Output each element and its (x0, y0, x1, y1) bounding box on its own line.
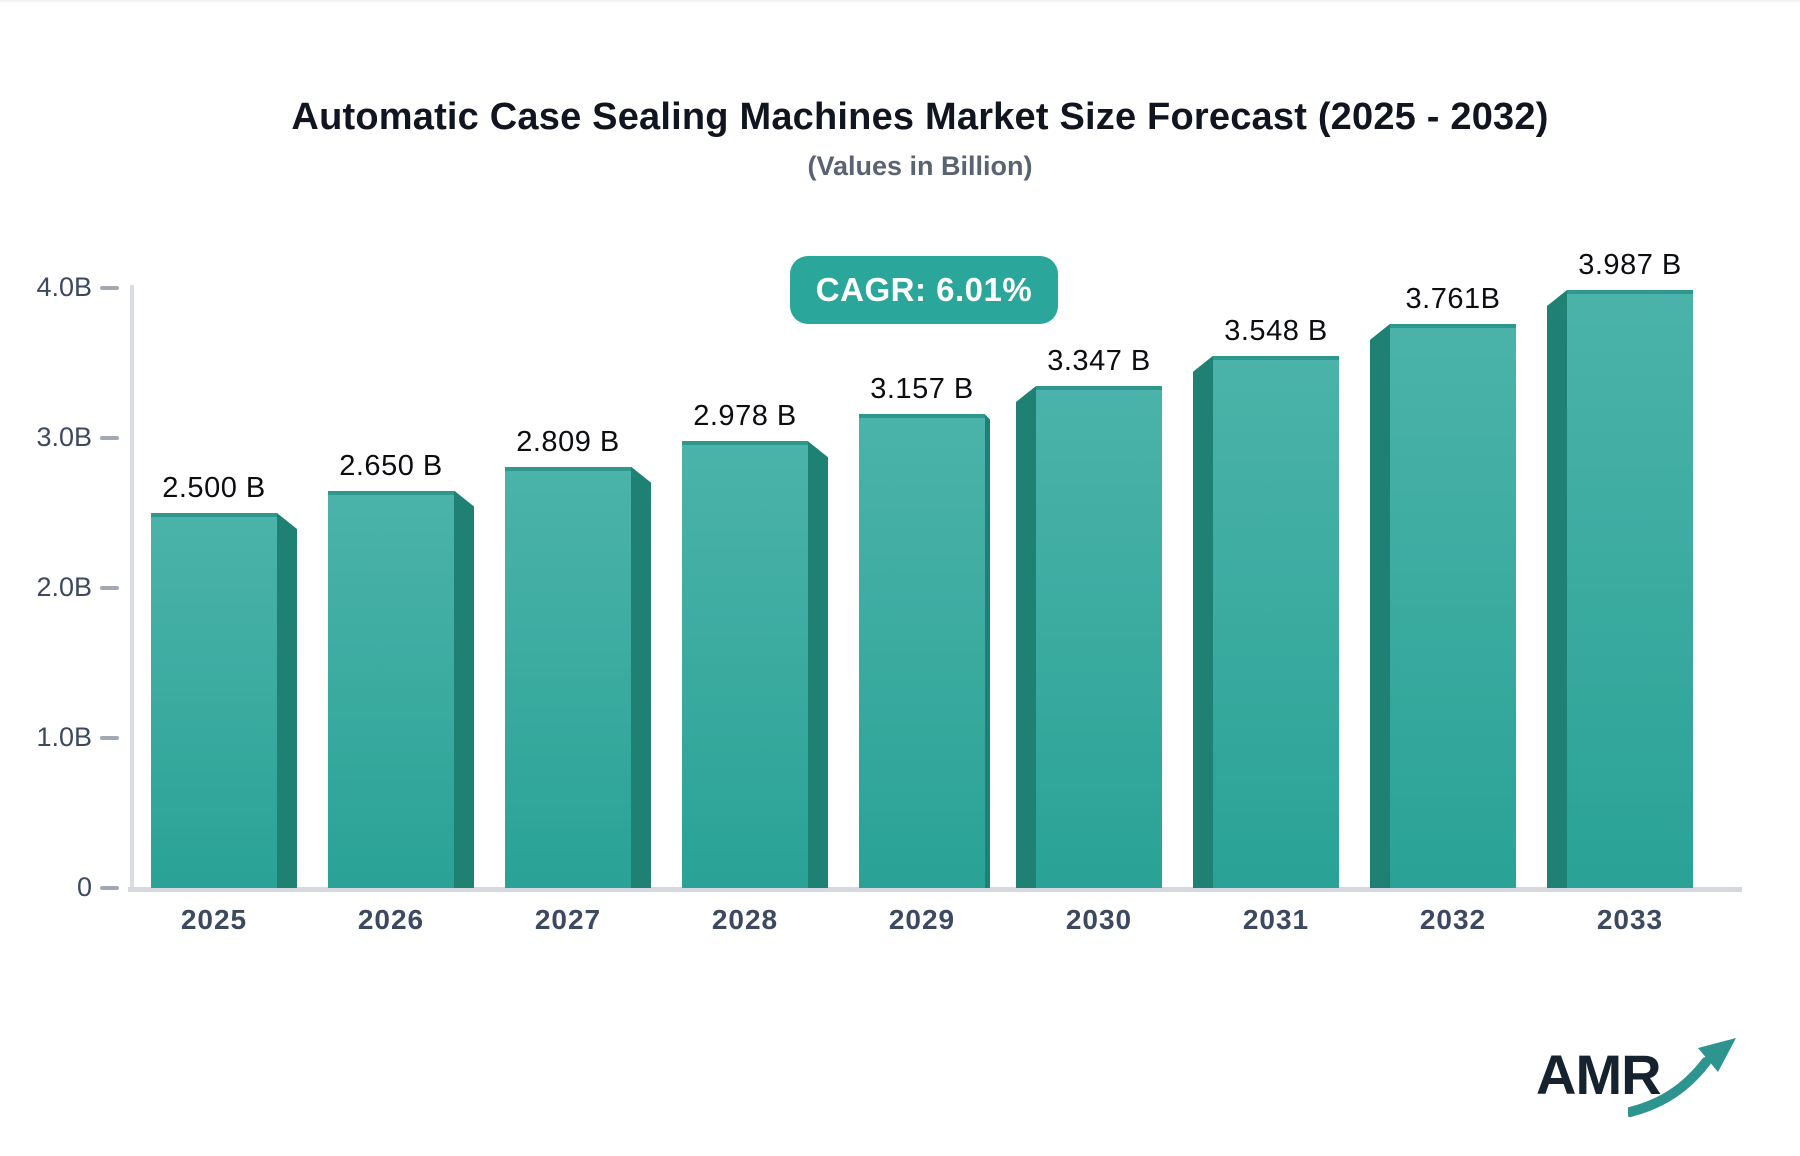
bar-side-face (1016, 385, 1036, 888)
bar-side-face (277, 513, 297, 888)
y-tick-label: 1.0B (36, 722, 92, 752)
chart-header: Automatic Case Sealing Machines Market S… (20, 2, 1800, 182)
bar-2025 (151, 513, 277, 888)
y-tick-label: 0 (76, 872, 92, 902)
bar-value-label: 3.987 B (1578, 248, 1682, 281)
bar-2027 (505, 466, 631, 888)
bar-side-face (631, 466, 651, 888)
y-tick-mark (100, 736, 119, 740)
bar-2030 (1036, 385, 1162, 888)
amr-logo: AMR (1536, 1036, 1736, 1126)
bar-2029 (859, 414, 985, 888)
y-tick-label: 4.0B (36, 272, 92, 302)
bar-value-label: 2.978 B (693, 400, 797, 433)
x-axis-label-2026: 2026 (357, 904, 425, 935)
bar-2028 (682, 441, 808, 888)
x-axis-label-2027: 2027 (534, 904, 602, 935)
x-axis-label-2028: 2028 (711, 904, 779, 935)
bar-side-face (808, 441, 828, 888)
bar-side-face (454, 490, 474, 888)
chart-title: Automatic Case Sealing Machines Market S… (291, 96, 1549, 138)
bar-value-label: 3.548 B (1224, 314, 1328, 347)
bar-2032 (1390, 323, 1516, 888)
x-axis-label-2029: 2029 (888, 904, 956, 935)
bar-side-face (985, 414, 990, 888)
bar-2033 (1567, 289, 1693, 888)
y-tick-mark (100, 436, 119, 440)
bar-value-label: 3.347 B (1047, 344, 1151, 377)
cagr-badge: CAGR: 6.01% (790, 256, 1058, 324)
y-tick-mark (100, 286, 119, 290)
bar-2026 (328, 490, 454, 888)
x-axis-line (128, 887, 1742, 892)
y-tick-label: 2.0B (36, 572, 92, 602)
bar-side-face (1193, 355, 1213, 888)
y-tick-mark (100, 586, 119, 590)
bar-2031 (1213, 355, 1339, 888)
bar-value-label: 2.809 B (516, 425, 620, 458)
x-axis-label-2033: 2033 (1596, 904, 1664, 935)
x-axis-label-2030: 2030 (1065, 904, 1133, 935)
chart-subtitle: (Values in Billion) (807, 151, 1033, 181)
bar-value-label: 3.157 B (870, 373, 974, 406)
bar-side-face (1370, 323, 1390, 888)
y-tick-mark (100, 886, 119, 890)
x-axis-label-2031: 2031 (1242, 904, 1310, 935)
bar-value-label: 2.500 B (162, 472, 266, 504)
bar-value-label: 3.761B (1405, 282, 1501, 315)
y-tick-label: 3.0B (36, 422, 92, 452)
x-axis-label-2025: 2025 (180, 904, 248, 935)
bar-side-face (1547, 289, 1567, 888)
bar-value-label: 2.650 B (339, 449, 443, 482)
growth-arrow-icon (1628, 1038, 1736, 1117)
x-axis-label-2032: 2032 (1419, 904, 1487, 935)
amr-logo-text: AMR (1536, 1043, 1662, 1106)
y-axis-line (130, 285, 134, 892)
